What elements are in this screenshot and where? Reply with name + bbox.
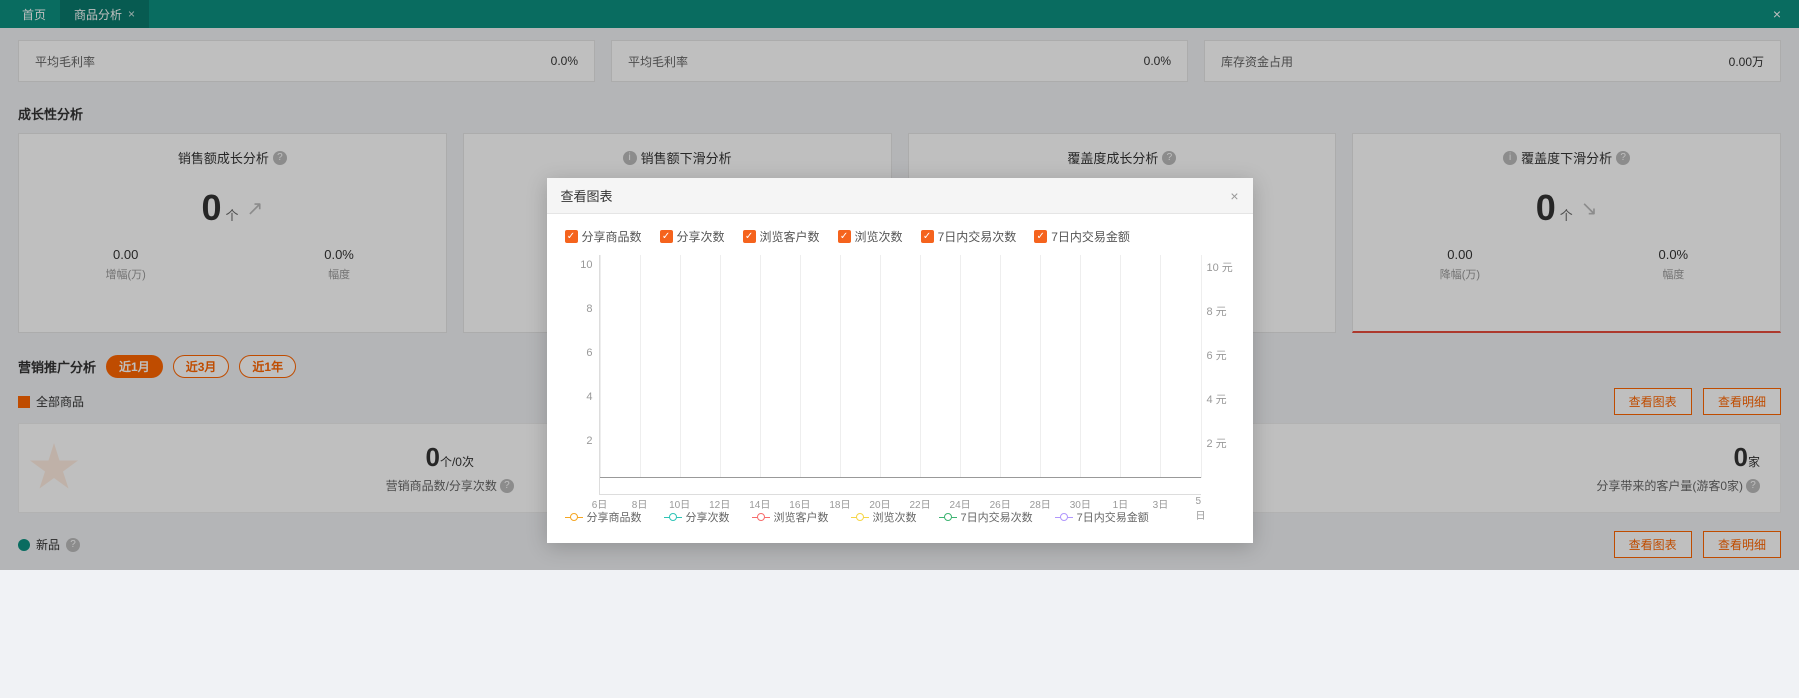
series-checkbox[interactable]: ✓ 7日内交易金额 xyxy=(1034,228,1130,245)
gridline xyxy=(600,255,601,478)
y-tick-left: 4 xyxy=(565,391,593,403)
x-tick: 14日 xyxy=(749,496,770,511)
y-tick-right: 4 元 xyxy=(1207,391,1235,407)
gridline xyxy=(840,255,841,478)
gridline xyxy=(720,255,721,478)
series-name: 7日内交易金额 xyxy=(1051,228,1130,245)
checkbox-icon: ✓ xyxy=(565,230,578,243)
gridline xyxy=(1160,255,1161,478)
gridline xyxy=(640,255,641,478)
x-tick: 24日 xyxy=(950,496,971,511)
gridline xyxy=(1201,255,1202,478)
legend-item[interactable]: 浏览客户数 xyxy=(752,509,829,525)
chart-plot: 6日8日10日12日14日16日18日20日22日24日26日28日30日1日3… xyxy=(599,255,1201,495)
gridline xyxy=(1080,255,1081,478)
x-tick: 1日 xyxy=(1113,496,1129,511)
gridline xyxy=(880,255,881,478)
gridline xyxy=(920,255,921,478)
series-checkbox[interactable]: ✓ 浏览次数 xyxy=(838,228,903,245)
y-tick-left: 10 xyxy=(565,259,593,271)
series-name: 浏览客户数 xyxy=(760,228,820,245)
checkbox-icon: ✓ xyxy=(743,230,756,243)
gridline xyxy=(1120,255,1121,478)
legend-marker-icon xyxy=(939,513,957,521)
legend-label: 7日内交易金额 xyxy=(1077,509,1149,525)
series-checkbox[interactable]: ✓ 分享次数 xyxy=(660,228,725,245)
y-tick-left: 8 xyxy=(565,303,593,315)
gridline xyxy=(760,255,761,478)
y-axis-right: 10 元 8 元 6 元 4 元 2 元 xyxy=(1201,255,1235,495)
modal-title: 查看图表 xyxy=(561,186,613,205)
legend-item[interactable]: 7日内交易次数 xyxy=(939,509,1033,525)
legend-label: 7日内交易次数 xyxy=(961,509,1033,525)
legend-label: 浏览次数 xyxy=(873,509,917,525)
series-name: 分享次数 xyxy=(677,228,725,245)
legend-marker-icon xyxy=(664,513,682,521)
gridline xyxy=(680,255,681,478)
y-tick-left: 2 xyxy=(565,435,593,447)
x-tick: 10日 xyxy=(669,496,690,511)
gridline xyxy=(1040,255,1041,478)
x-tick: 16日 xyxy=(789,496,810,511)
gridline xyxy=(800,255,801,478)
x-tick: 26日 xyxy=(990,496,1011,511)
y-axis-left: 10 8 6 4 2 xyxy=(565,255,599,495)
x-tick: 12日 xyxy=(709,496,730,511)
x-tick: 20日 xyxy=(869,496,890,511)
legend-label: 分享次数 xyxy=(686,509,730,525)
series-checkbox[interactable]: ✓ 7日内交易次数 xyxy=(921,228,1017,245)
legend-label: 分享商品数 xyxy=(587,509,642,525)
x-tick: 28日 xyxy=(1030,496,1051,511)
x-tick: 5日 xyxy=(1196,496,1206,522)
chart-flatline xyxy=(600,477,1201,478)
y-tick-right: 8 元 xyxy=(1207,303,1235,319)
series-checkbox-row: ✓ 分享商品数 ✓ 分享次数 ✓ 浏览客户数 ✓ 浏览次数 ✓ 7日内交易次数 ✓ 7日内交易金额 xyxy=(565,228,1235,245)
gridline xyxy=(1000,255,1001,478)
legend-label: 浏览客户数 xyxy=(774,509,829,525)
checkbox-icon: ✓ xyxy=(921,230,934,243)
series-name: 分享商品数 xyxy=(582,228,642,245)
chart-legend: 分享商品数 分享次数 浏览客户数 浏览次数 7日内交易次数 7日内交易金额 xyxy=(565,509,1235,525)
legend-item[interactable]: 浏览次数 xyxy=(851,509,917,525)
y-tick-right: 10 元 xyxy=(1207,259,1235,275)
checkbox-icon: ✓ xyxy=(660,230,673,243)
legend-item[interactable]: 7日内交易金额 xyxy=(1055,509,1149,525)
chart-modal: 查看图表 × ✓ 分享商品数 ✓ 分享次数 ✓ 浏览客户数 ✓ 浏览次数 ✓ 7日内交易次数 ✓ 7日… xyxy=(547,178,1253,543)
x-tick: 22日 xyxy=(909,496,930,511)
series-checkbox[interactable]: ✓ 分享商品数 xyxy=(565,228,642,245)
legend-item[interactable]: 分享商品数 xyxy=(565,509,642,525)
chart: 10 8 6 4 2 6日8日10日12日14日16日18日20日22日24日26日28… xyxy=(565,255,1235,495)
series-name: 浏览次数 xyxy=(855,228,903,245)
legend-marker-icon xyxy=(851,513,869,521)
legend-item[interactable]: 分享次数 xyxy=(664,509,730,525)
close-icon[interactable]: × xyxy=(1230,188,1238,204)
y-tick-right: 6 元 xyxy=(1207,347,1235,363)
checkbox-icon: ✓ xyxy=(838,230,851,243)
legend-marker-icon xyxy=(752,513,770,521)
series-checkbox[interactable]: ✓ 浏览客户数 xyxy=(743,228,820,245)
legend-marker-icon xyxy=(1055,513,1073,521)
checkbox-icon: ✓ xyxy=(1034,230,1047,243)
series-name: 7日内交易次数 xyxy=(938,228,1017,245)
x-tick: 30日 xyxy=(1070,496,1091,511)
x-tick: 6日 xyxy=(592,496,608,511)
y-tick-right: 2 元 xyxy=(1207,435,1235,451)
gridline xyxy=(960,255,961,478)
y-tick-left: 6 xyxy=(565,347,593,359)
x-tick: 8日 xyxy=(632,496,648,511)
x-tick: 18日 xyxy=(829,496,850,511)
x-tick: 3日 xyxy=(1153,496,1169,511)
legend-marker-icon xyxy=(565,513,583,521)
